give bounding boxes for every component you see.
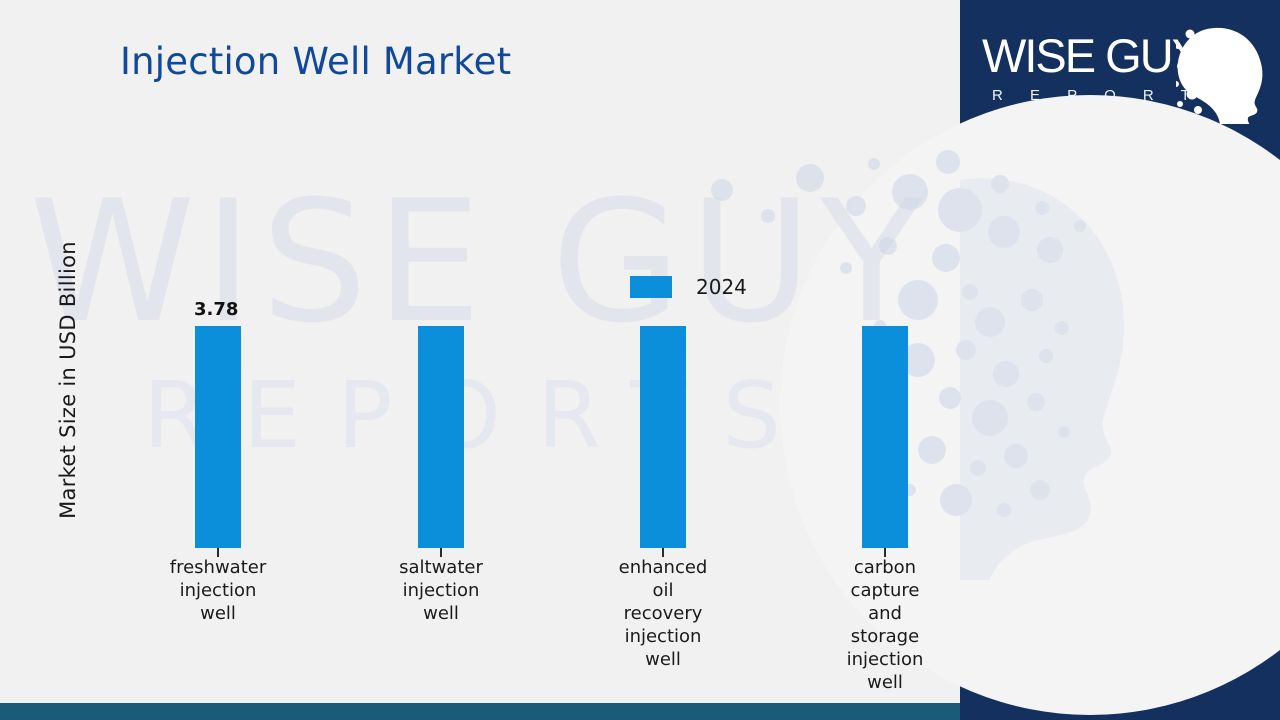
dotted-head-watermark <box>711 150 1125 580</box>
category-label-line: well <box>645 649 681 670</box>
logo-subwordmark: R E P O R T S <box>992 87 1239 104</box>
category-label-line: freshwater <box>169 557 267 578</box>
legend-label-2024: 2024 <box>696 275 747 299</box>
plot-area: 3.78 freshwater injection well saltwater inje… <box>138 299 924 693</box>
category-label-line: storage <box>850 626 920 647</box>
category-label-line: recovery <box>623 603 703 624</box>
category-label-2: saltwater injection well <box>361 556 521 625</box>
category-label-line: capture <box>850 580 920 601</box>
legend-swatch-2024 <box>630 276 672 298</box>
page-title: Injection Well Market <box>120 40 512 83</box>
category-label-line: injection <box>179 580 257 601</box>
wiseguy-logo: WISE GUY R E P O R T S <box>980 27 1270 124</box>
logo-wordmark: WISE GUY <box>982 29 1203 82</box>
category-label-line: carbon <box>853 557 917 578</box>
axis-tick-3 <box>662 548 664 557</box>
bottom-accent-strip <box>0 703 960 720</box>
axis-tick-2 <box>440 548 442 557</box>
category-label-4: carbon capture and storage injection well <box>805 556 965 694</box>
bar-value-label-1: 3.78 <box>194 299 239 320</box>
bar-4[interactable] <box>862 326 908 548</box>
chart-legend: 2024 <box>630 275 747 299</box>
bar-1[interactable] <box>195 326 241 548</box>
category-label-line: injection <box>846 649 924 670</box>
category-label-line: well <box>867 672 903 693</box>
category-label-line: saltwater <box>399 557 483 578</box>
axis-tick-1 <box>217 548 219 557</box>
category-label-line: and <box>868 603 902 624</box>
category-label-line: enhanced <box>618 557 708 578</box>
category-label-3: enhanced oil recovery injection well <box>583 556 743 671</box>
category-label-1: freshwater injection well <box>138 556 298 625</box>
bar-3[interactable] <box>640 326 686 548</box>
category-label-line: well <box>423 603 459 624</box>
category-label-line: well <box>200 603 236 624</box>
y-axis-title: Market Size in USD Billion <box>56 241 80 519</box>
bar-2[interactable] <box>418 326 464 548</box>
category-label-line: injection <box>402 580 480 601</box>
axis-tick-4 <box>884 548 886 557</box>
logo-head-icon <box>1176 27 1263 124</box>
category-label-line: oil <box>652 580 674 601</box>
category-label-line: injection <box>624 626 702 647</box>
